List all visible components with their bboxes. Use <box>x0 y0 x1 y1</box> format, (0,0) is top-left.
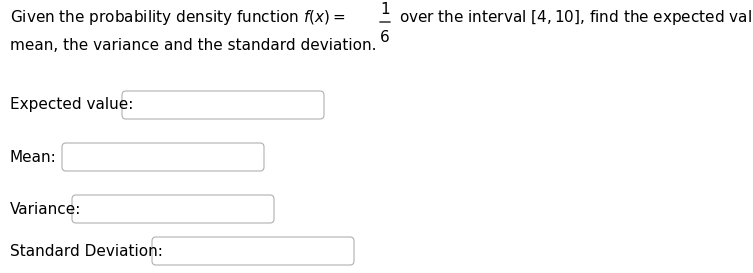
FancyBboxPatch shape <box>152 237 354 265</box>
Text: 1: 1 <box>380 2 390 17</box>
Text: Given the probability density function $f(x)=$: Given the probability density function $… <box>10 8 346 27</box>
FancyBboxPatch shape <box>72 195 274 223</box>
Text: Expected value:: Expected value: <box>10 97 133 112</box>
Text: 6: 6 <box>380 30 390 45</box>
Text: over the interval $[4, 10]$, find the expected value, the: over the interval $[4, 10]$, find the ex… <box>399 8 753 27</box>
Text: Mean:: Mean: <box>10 150 56 165</box>
FancyBboxPatch shape <box>122 91 324 119</box>
FancyBboxPatch shape <box>62 143 264 171</box>
Text: Standard Deviation:: Standard Deviation: <box>10 244 163 259</box>
Text: mean, the variance and the standard deviation.: mean, the variance and the standard devi… <box>10 38 376 53</box>
Text: Variance:: Variance: <box>10 201 81 216</box>
